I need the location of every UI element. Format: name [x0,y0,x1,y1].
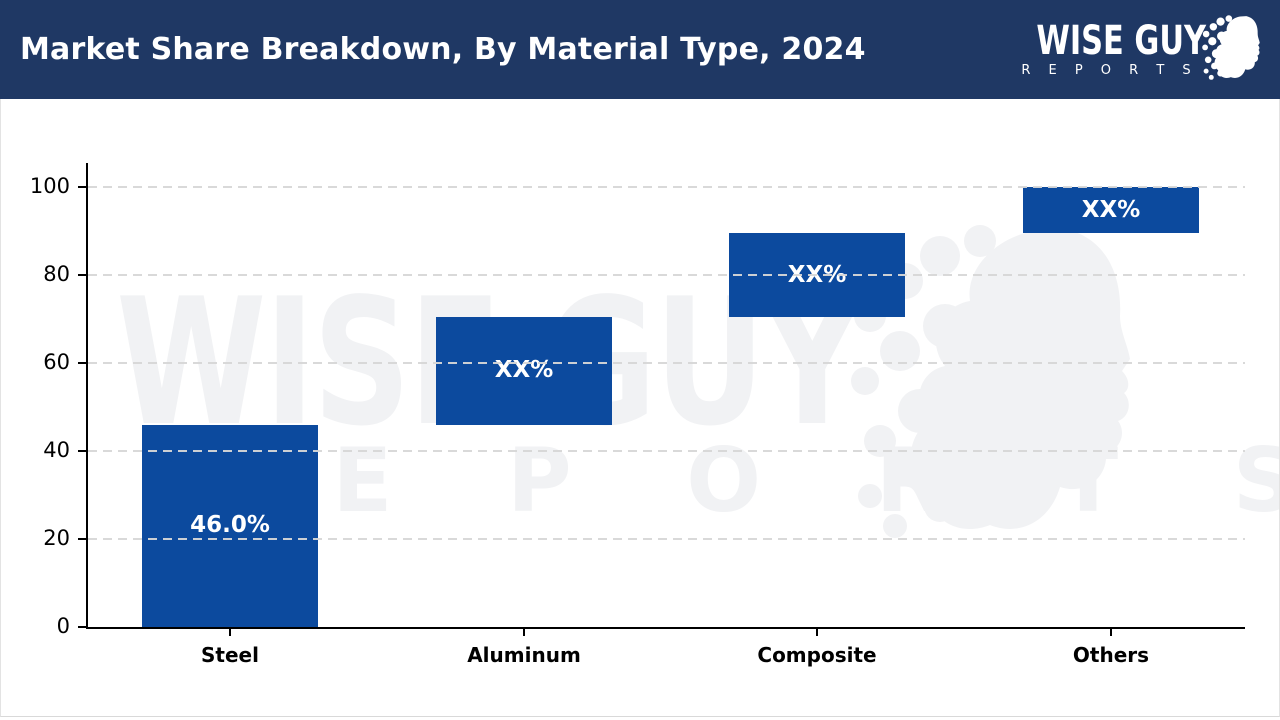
y-tick [78,626,88,628]
x-axis [86,627,1245,629]
y-tick-label: 40 [43,438,70,463]
y-tick-label: 20 [43,526,70,551]
x-tick [1110,627,1112,636]
bar-value-label: XX% [1081,196,1141,223]
plot-area: 0 20 40 60 80 100 46.0% Steel XX% Aluminum XX% Comp… [0,99,1280,720]
gridline [88,450,1245,453]
x-label-others: Others [1072,643,1150,667]
y-tick [78,186,88,189]
x-tick [816,627,818,636]
header: Market Share Breakdown, By Material Type… [0,0,1280,99]
x-label-aluminum: Aluminum [467,643,581,667]
logo-subtext: R E P O R T S [1021,62,1198,78]
gridline [88,274,1245,277]
y-tick-label: 60 [43,350,70,375]
x-tick [229,627,231,636]
y-tick-label: 100 [29,174,70,199]
bar-aluminum: XX% [436,316,612,425]
y-tick [78,538,88,541]
y-tick [78,362,88,365]
bar-steel: 46.0% [142,424,318,627]
gridline [88,186,1245,189]
gridline [88,362,1245,365]
chart-region: WISE GUY R E P O R T S 02040608010046.0%… [0,99,1280,720]
x-label-steel: Steel [201,643,259,667]
y-axis [86,163,88,629]
bar-others: XX% [1023,187,1199,234]
y-tick-label: 0 [56,614,70,638]
x-label-composite: Composite [757,643,877,667]
logo-head-icon [1202,14,1260,80]
logo-text: WISE GUY R E P O R T S [1014,18,1207,78]
x-tick [523,627,525,636]
y-tick-label: 80 [43,262,70,287]
wiseguy-logo: WISE GUY R E P O R T S [1014,11,1268,89]
gridline [88,538,1245,541]
y-tick [78,274,88,277]
logo-wordmark: WISE GUY [1036,18,1207,65]
bar-value-label: XX% [494,357,554,384]
bar-value-label: 46.0% [190,512,270,539]
report-title: Market Share Breakdown, By Material Type… [20,32,866,67]
y-tick [78,450,88,453]
